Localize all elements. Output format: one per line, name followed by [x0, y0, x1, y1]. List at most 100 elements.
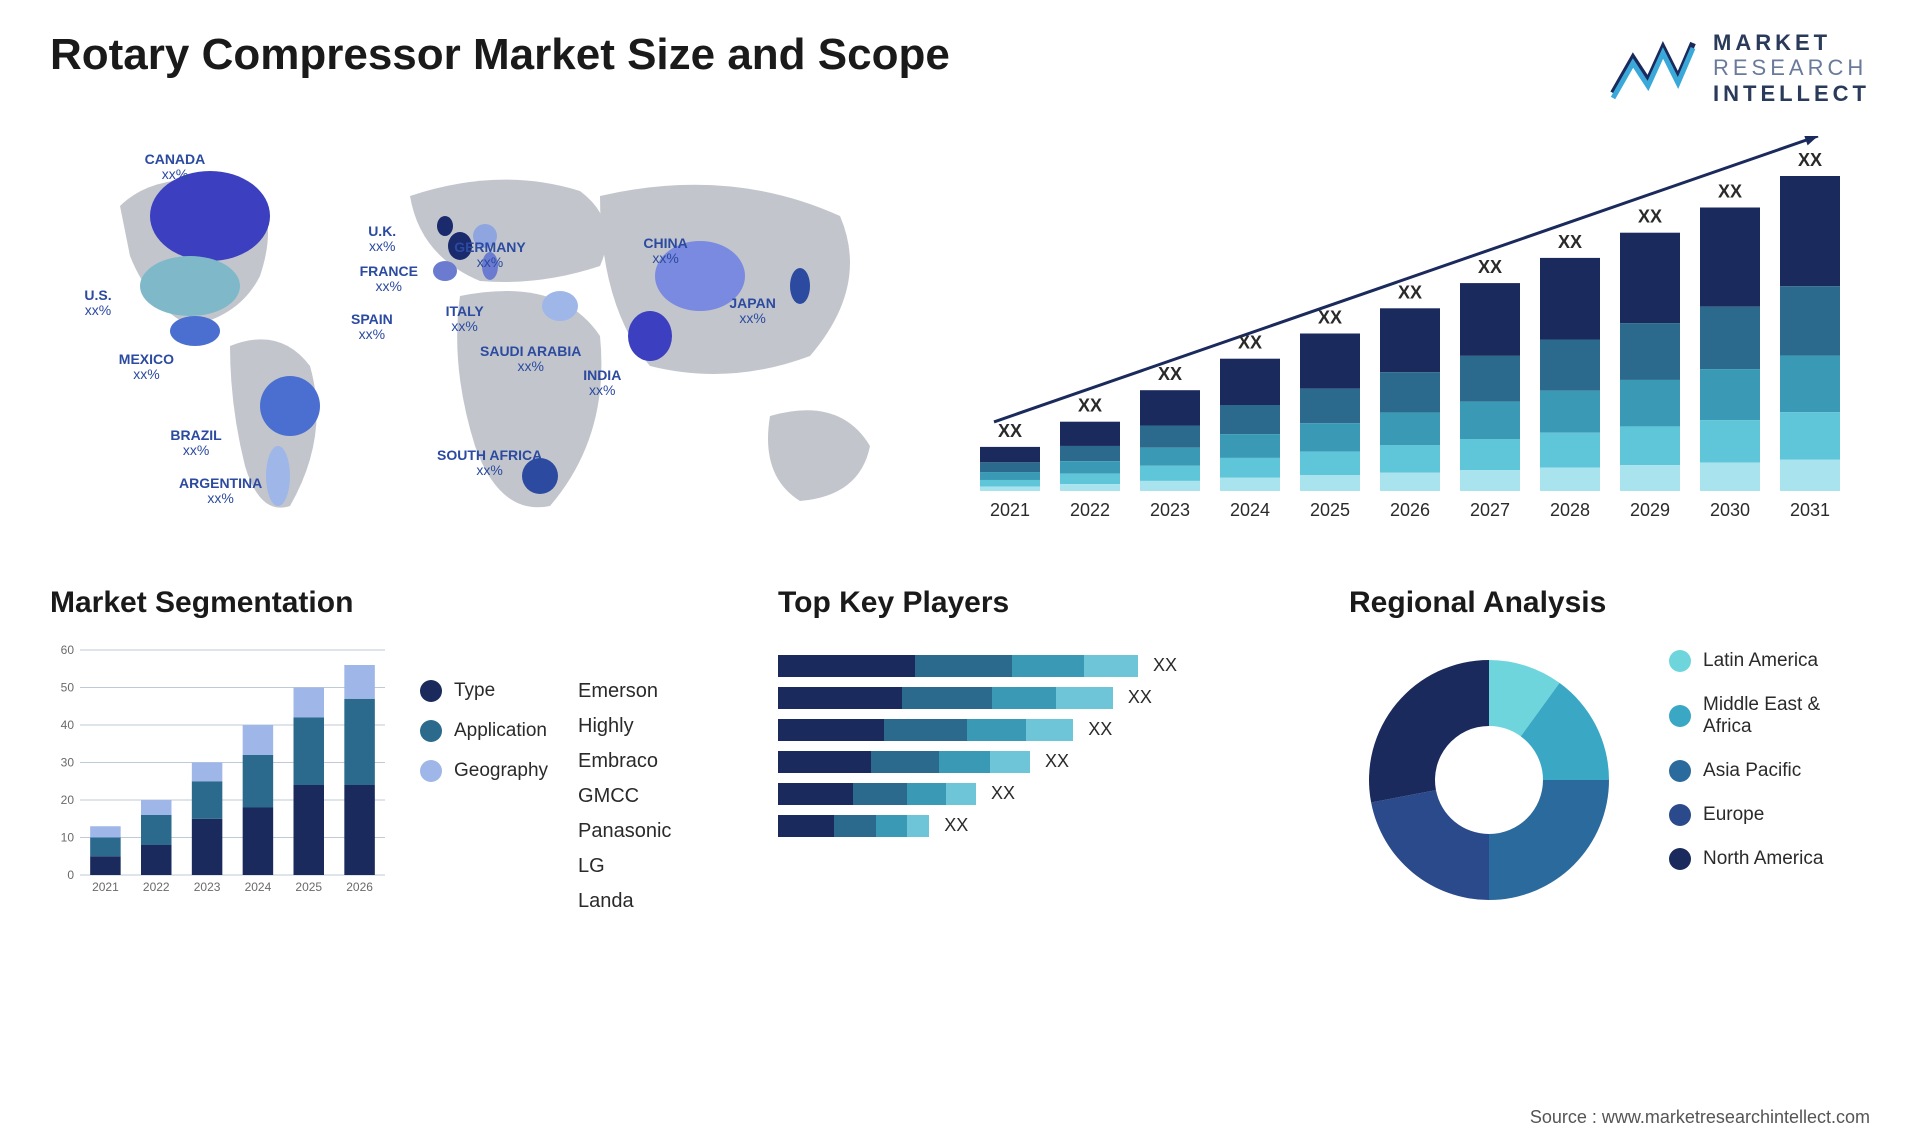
svg-text:XX: XX	[1558, 232, 1582, 252]
bar-segment	[992, 687, 1056, 709]
map-label-mexico: MEXICOxx%	[119, 352, 174, 383]
regional-panel: Regional Analysis Latin America Middle Ea…	[1349, 586, 1870, 920]
bar-segment	[990, 751, 1030, 773]
legend-label: Application	[454, 720, 547, 742]
bar-value-label: XX	[1153, 655, 1177, 676]
svg-text:50: 50	[61, 680, 75, 694]
legend-label: North America	[1703, 848, 1823, 870]
legend-swatch	[1669, 804, 1691, 826]
svg-text:XX: XX	[1398, 282, 1422, 302]
page-title: Rotary Compressor Market Size and Scope	[50, 30, 950, 80]
player-bar-0: XX	[778, 655, 1299, 677]
legend-swatch	[1669, 760, 1691, 782]
svg-text:2024: 2024	[1230, 500, 1270, 520]
bar-segment	[902, 687, 992, 709]
svg-text:2023: 2023	[194, 880, 221, 894]
svg-text:2021: 2021	[92, 880, 119, 894]
logo-text-1: MARKET	[1713, 30, 1870, 55]
svg-text:XX: XX	[1638, 207, 1662, 227]
svg-text:XX: XX	[1798, 150, 1822, 170]
svg-text:0: 0	[67, 868, 74, 882]
player-bar-2: XX	[778, 719, 1299, 741]
legend-swatch	[420, 760, 442, 782]
svg-text:40: 40	[61, 718, 75, 732]
svg-text:2030: 2030	[1710, 500, 1750, 520]
world-map: CANADAxx%U.S.xx%MEXICOxx%BRAZILxx%ARGENT…	[50, 136, 910, 536]
region-legend-north-america: North America	[1669, 848, 1870, 870]
key-players-title: Top Key Players	[778, 586, 1299, 620]
bar-segment	[871, 751, 939, 773]
map-label-china: CHINAxx%	[643, 236, 687, 267]
bar-segment	[939, 751, 989, 773]
svg-text:2025: 2025	[1310, 500, 1350, 520]
logo-icon	[1608, 33, 1698, 103]
bar-value-label: XX	[1088, 719, 1112, 740]
key-players-panel: Top Key Players XX XX XX XX XX XX	[778, 586, 1299, 920]
legend-swatch	[1669, 650, 1691, 672]
svg-text:2024: 2024	[245, 880, 272, 894]
region-legend-asia-pacific: Asia Pacific	[1669, 760, 1870, 782]
svg-text:XX: XX	[1318, 307, 1342, 327]
player-bar-1: XX	[778, 687, 1299, 709]
svg-text:2026: 2026	[1390, 500, 1430, 520]
bar-value-label: XX	[944, 815, 968, 836]
legend-swatch	[420, 720, 442, 742]
bar-segment	[853, 783, 906, 805]
player-list: EmersonHighlyEmbracoGMCCPanasonicLGLanda	[578, 640, 728, 913]
seg-legend-geography: Geography	[420, 760, 548, 782]
bar-segment	[946, 783, 976, 805]
map-label-u.k.: U.K.xx%	[368, 224, 396, 255]
brand-logo: MARKET RESEARCH INTELLECT	[1608, 30, 1870, 106]
seg-legend-type: Type	[420, 680, 548, 702]
logo-text-3: INTELLECT	[1713, 81, 1870, 106]
legend-label: Latin America	[1703, 650, 1818, 672]
legend-swatch	[420, 680, 442, 702]
svg-text:2028: 2028	[1550, 500, 1590, 520]
svg-text:2025: 2025	[295, 880, 322, 894]
regional-donut	[1349, 640, 1629, 920]
player-bar-3: XX	[778, 751, 1299, 773]
legend-label: Geography	[454, 760, 548, 782]
svg-text:2022: 2022	[1070, 500, 1110, 520]
legend-label: Asia Pacific	[1703, 760, 1801, 782]
map-label-japan: JAPANxx%	[729, 296, 775, 327]
map-label-canada: CANADAxx%	[145, 152, 206, 183]
map-label-south-africa: SOUTH AFRICAxx%	[437, 448, 542, 479]
map-label-brazil: BRAZILxx%	[170, 428, 221, 459]
svg-text:XX: XX	[1238, 333, 1262, 353]
svg-text:2029: 2029	[1630, 500, 1670, 520]
region-legend-latin-america: Latin America	[1669, 650, 1870, 672]
svg-text:2026: 2026	[346, 880, 373, 894]
bar-segment	[876, 815, 906, 837]
svg-text:XX: XX	[1078, 396, 1102, 416]
legend-swatch	[1669, 705, 1691, 727]
player-bar-4: XX	[778, 783, 1299, 805]
svg-text:20: 20	[61, 793, 75, 807]
svg-text:2027: 2027	[1470, 500, 1510, 520]
segmentation-chart: 0102030405060202120222023202420252026	[50, 640, 390, 900]
svg-text:XX: XX	[1478, 257, 1502, 277]
legend-label: Europe	[1703, 804, 1764, 826]
bar-segment	[778, 751, 871, 773]
bar-segment	[1056, 687, 1113, 709]
svg-text:60: 60	[61, 643, 75, 657]
map-label-argentina: ARGENTINAxx%	[179, 476, 262, 507]
svg-text:XX: XX	[998, 421, 1022, 441]
legend-label: Type	[454, 680, 495, 702]
player-embraco: Embraco	[578, 750, 728, 773]
region-legend-europe: Europe	[1669, 804, 1870, 826]
svg-text:10: 10	[61, 830, 75, 844]
player-gmcc: GMCC	[578, 785, 728, 808]
bar-segment	[967, 719, 1026, 741]
bar-segment	[915, 655, 1012, 677]
regional-title: Regional Analysis	[1349, 586, 1870, 620]
region-legend-middle-east-africa: Middle East & Africa	[1669, 694, 1870, 738]
bar-segment	[1084, 655, 1138, 677]
legend-label: Middle East & Africa	[1703, 694, 1870, 738]
bar-segment	[907, 815, 930, 837]
bar-segment	[907, 783, 947, 805]
map-label-india: INDIAxx%	[583, 368, 621, 399]
map-label-germany: GERMANYxx%	[454, 240, 526, 271]
seg-legend-application: Application	[420, 720, 548, 742]
svg-text:XX: XX	[1158, 364, 1182, 384]
